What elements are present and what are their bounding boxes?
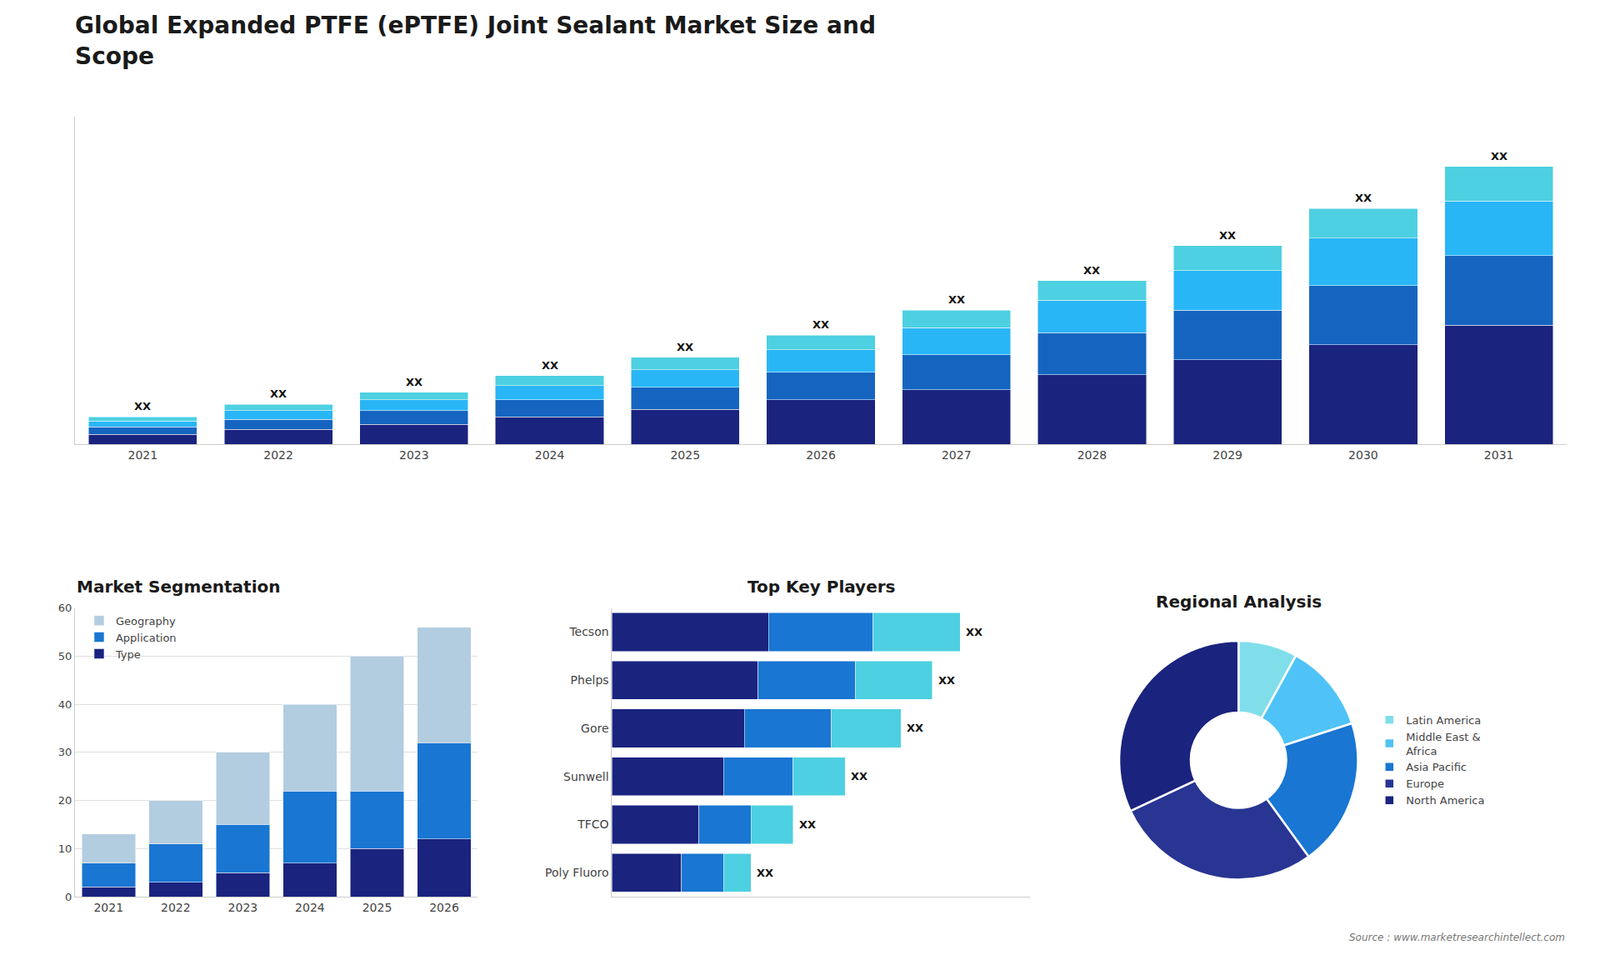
svg-text:Global Expanded PTFE (ePTFE) J: Global Expanded PTFE (ePTFE) Joint Seala… [75,11,876,70]
svg-text:2021: 2021 [93,900,124,915]
svg-text:XX: XX [799,818,816,831]
svg-text:2022: 2022 [160,900,191,915]
svg-text:2024: 2024 [295,900,325,915]
svg-text:Gore: Gore [580,721,609,735]
svg-text:Market Segmentation: Market Segmentation [76,576,281,597]
svg-text:10: 10 [58,842,73,855]
svg-text:2025: 2025 [362,900,393,915]
svg-text:XX: XX [1219,229,1236,242]
svg-text:Phelps: Phelps [570,673,610,687]
svg-text:2023: 2023 [399,448,430,462]
svg-text:XX: XX [405,375,423,389]
svg-text:Asia Pacific: Asia Pacific [1405,760,1467,774]
svg-text:2025: 2025 [670,448,700,462]
svg-text:2022: 2022 [263,448,294,462]
svg-text:2031: 2031 [1484,448,1515,462]
svg-text:XX: XX [965,625,983,639]
svg-text:XX: XX [1490,150,1508,163]
svg-text:Europe: Europe [1405,777,1445,790]
svg-text:Sunwell: Sunwell [563,770,609,784]
svg-text:2029: 2029 [1212,448,1243,462]
svg-text:50: 50 [58,650,73,663]
svg-text:XX: XX [270,387,287,400]
svg-text:XX: XX [850,770,868,783]
svg-text:20: 20 [58,794,73,807]
svg-text:Regional Analysis: Regional Analysis [1155,591,1322,612]
svg-text:Type: Type [115,648,141,661]
svg-text:60: 60 [58,601,73,615]
svg-text:XX: XX [938,674,955,687]
svg-text:North America: North America [1405,794,1485,807]
svg-text:2026: 2026 [429,900,460,915]
svg-text:0: 0 [65,890,72,904]
svg-text:XX: XX [541,359,559,372]
svg-text:Source : www.marketresearchint: Source : www.marketresearchintellect.com [1349,931,1565,944]
svg-text:2026: 2026 [805,448,836,462]
svg-text:30: 30 [58,745,73,759]
svg-text:XX: XX [756,866,774,880]
svg-text:Latin America: Latin America [1405,714,1481,727]
svg-text:2027: 2027 [941,448,972,462]
svg-text:Geography: Geography [115,615,176,628]
svg-text:Poly Fluoro: Poly Fluoro [545,865,610,880]
svg-text:XX: XX [1355,191,1372,205]
svg-text:2021: 2021 [128,448,159,462]
svg-text:Tecson: Tecson [568,625,609,639]
svg-text:TFCO: TFCO [576,817,609,831]
svg-text:2030: 2030 [1348,448,1379,462]
svg-text:XX: XX [1083,264,1100,277]
svg-text:XX: XX [948,293,965,306]
svg-text:2024: 2024 [535,448,565,462]
svg-text:2023: 2023 [228,900,259,915]
svg-text:XX: XX [134,400,151,413]
svg-text:XX: XX [676,340,694,354]
svg-text:Top Key Players: Top Key Players [747,576,895,597]
svg-text:2028: 2028 [1077,448,1108,462]
svg-text:Middle East &Africa: Middle East &Africa [1405,730,1480,758]
svg-text:Application: Application [115,631,177,645]
svg-text:XX: XX [906,721,924,735]
svg-text:XX: XX [812,318,830,331]
svg-text:40: 40 [58,698,73,711]
